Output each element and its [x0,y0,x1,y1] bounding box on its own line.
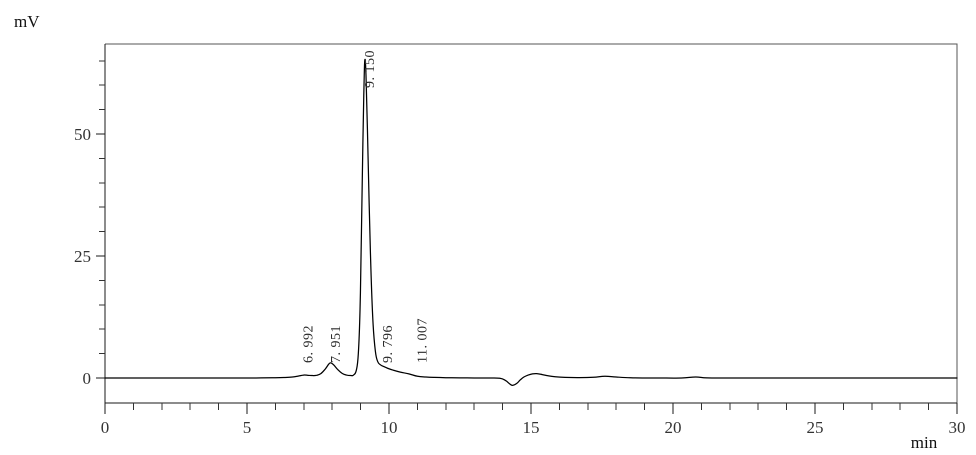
x-axis-ticks: 0 5 10 15 20 25 30 [101,403,966,437]
peak-labels-group: 6. 992 7. 951 9. 150 9. 796 11. 007 [302,50,431,363]
signal-trace [104,58,958,386]
y-tick-label: 25 [74,247,91,266]
plot-frame [105,43,958,404]
peak-label: 6. 992 [302,325,317,363]
y-axis-unit-label: mV [14,12,40,31]
x-tick-label: 10 [381,418,398,437]
x-tick-label: 30 [949,418,966,437]
x-tick-label: 25 [807,418,824,437]
peak-label: 11. 007 [416,318,431,363]
y-tick-label: 0 [83,369,92,388]
x-tick-label: 20 [665,418,682,437]
y-axis-ticks: 0 25 50 [74,60,105,388]
x-tick-label: 5 [243,418,252,437]
x-axis-unit-label: min [911,433,938,452]
peak-label: 7. 951 [329,325,344,363]
peak-label: 9. 796 [381,325,396,363]
peak-label: 9. 150 [363,50,378,88]
y-tick-label: 50 [74,125,91,144]
x-tick-label: 15 [523,418,540,437]
x-tick-label: 0 [101,418,110,437]
